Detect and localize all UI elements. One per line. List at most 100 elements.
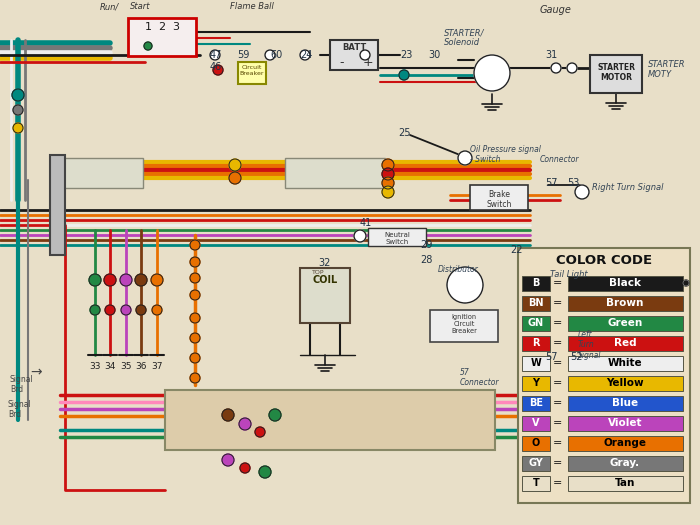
Text: R: R — [532, 339, 540, 349]
Bar — [522, 396, 550, 411]
Text: 46: 46 — [210, 62, 223, 72]
Text: BATT: BATT — [342, 43, 366, 52]
Bar — [238, 62, 266, 84]
Circle shape — [105, 305, 115, 315]
Text: Black: Black — [609, 278, 641, 289]
Text: Circuit
Breaker: Circuit Breaker — [239, 65, 265, 76]
Bar — [568, 396, 683, 411]
Text: BE: BE — [529, 398, 543, 408]
Text: BN: BN — [528, 299, 544, 309]
Text: =: = — [553, 299, 563, 309]
Bar — [368, 228, 426, 246]
Circle shape — [572, 264, 584, 276]
Bar — [568, 376, 683, 391]
Text: Neutral
Switch: Neutral Switch — [384, 232, 410, 245]
Text: =: = — [553, 278, 563, 289]
Circle shape — [447, 267, 483, 303]
Circle shape — [474, 55, 510, 91]
Text: 34: 34 — [104, 362, 116, 371]
Circle shape — [190, 353, 200, 363]
Text: =: = — [553, 379, 563, 388]
Text: O: O — [532, 438, 540, 448]
Text: 60: 60 — [270, 50, 282, 60]
Circle shape — [567, 63, 577, 73]
Circle shape — [190, 333, 200, 343]
Bar — [330, 40, 378, 70]
Text: 57: 57 — [545, 352, 557, 362]
Text: 52: 52 — [570, 352, 582, 362]
Text: Start: Start — [130, 2, 150, 11]
Bar — [568, 416, 683, 431]
Text: Connector: Connector — [540, 155, 580, 164]
Circle shape — [382, 186, 394, 198]
Bar — [522, 476, 550, 491]
Text: 59: 59 — [237, 50, 249, 60]
Text: =: = — [553, 359, 563, 369]
Bar — [285, 158, 385, 188]
Text: Brake
Switch: Brake Switch — [486, 190, 512, 209]
Text: 23: 23 — [400, 50, 412, 60]
Text: Blue: Blue — [612, 398, 638, 408]
Bar — [430, 310, 498, 342]
Bar — [128, 18, 196, 56]
Circle shape — [240, 463, 250, 473]
Circle shape — [360, 50, 370, 60]
Circle shape — [190, 290, 200, 300]
Circle shape — [135, 274, 147, 286]
Text: 25: 25 — [398, 128, 410, 138]
Circle shape — [121, 305, 131, 315]
Text: W: W — [531, 359, 541, 369]
Text: Violet: Violet — [608, 418, 643, 428]
Circle shape — [399, 70, 409, 80]
Text: 24: 24 — [300, 50, 312, 60]
Text: 53: 53 — [567, 178, 580, 188]
Text: Gray.: Gray. — [610, 458, 640, 468]
Circle shape — [683, 280, 689, 286]
Text: Tail Light: Tail Light — [550, 270, 587, 279]
Bar — [300, 268, 350, 323]
Circle shape — [144, 42, 152, 50]
Bar — [590, 55, 642, 93]
Bar — [568, 456, 683, 471]
Circle shape — [136, 305, 146, 315]
Text: Y: Y — [533, 379, 540, 388]
Bar — [568, 296, 683, 311]
Text: Left
Turn
Signal: Left Turn Signal — [578, 330, 601, 360]
Text: Flame Ball: Flame Ball — [230, 2, 274, 11]
Text: Green: Green — [608, 319, 643, 329]
Circle shape — [382, 159, 394, 171]
Circle shape — [213, 65, 223, 75]
Text: 35: 35 — [120, 362, 132, 371]
Text: =: = — [553, 319, 563, 329]
Bar — [568, 276, 683, 291]
Bar — [522, 416, 550, 431]
Text: 28: 28 — [420, 255, 433, 265]
Text: 31: 31 — [545, 50, 557, 60]
Text: White: White — [608, 359, 643, 369]
Text: 37: 37 — [151, 362, 162, 371]
Bar — [50, 155, 65, 255]
Circle shape — [222, 409, 234, 421]
Bar — [568, 316, 683, 331]
Text: 3: 3 — [172, 22, 179, 32]
Text: Ignition
Circuit
Breaker: Ignition Circuit Breaker — [451, 314, 477, 334]
Text: Orange: Orange — [603, 438, 647, 448]
Bar — [165, 390, 495, 450]
Circle shape — [575, 185, 589, 199]
Circle shape — [13, 105, 23, 115]
Circle shape — [382, 168, 394, 180]
Bar — [522, 276, 550, 291]
Circle shape — [89, 274, 101, 286]
Text: 47: 47 — [210, 50, 223, 60]
Circle shape — [588, 308, 602, 322]
Circle shape — [255, 427, 265, 437]
Circle shape — [190, 313, 200, 323]
Circle shape — [151, 274, 163, 286]
Circle shape — [12, 89, 24, 101]
Text: Signal
Brd: Signal Brd — [8, 400, 32, 419]
Text: Brown: Brown — [606, 299, 644, 309]
Circle shape — [190, 257, 200, 267]
Text: GN: GN — [528, 319, 544, 329]
Text: Gauge: Gauge — [540, 5, 572, 15]
Text: STARTER/
Solenoid: STARTER/ Solenoid — [444, 28, 484, 47]
